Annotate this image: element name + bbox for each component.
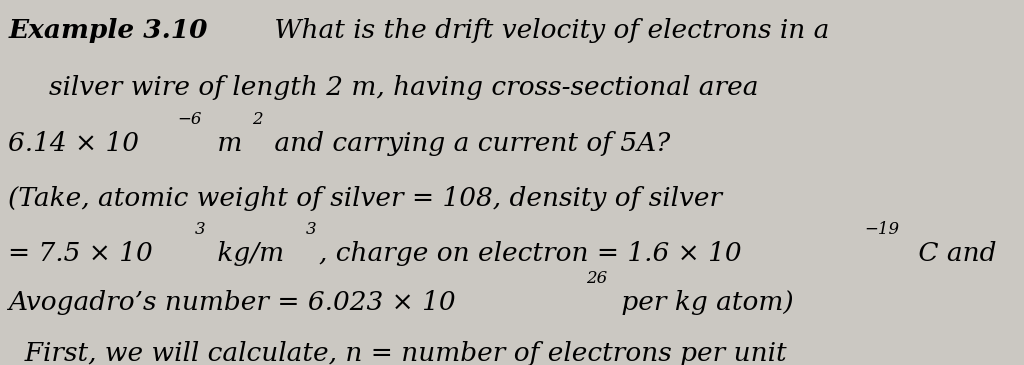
Text: , charge on electron = 1.6 × 10: , charge on electron = 1.6 × 10 <box>319 241 742 266</box>
Text: 3: 3 <box>305 220 316 238</box>
Text: −19: −19 <box>864 220 900 238</box>
Text: Example 3.10: Example 3.10 <box>8 18 208 43</box>
Text: = 7.5 × 10: = 7.5 × 10 <box>8 241 153 266</box>
Text: First, we will calculate, n = number of electrons per unit: First, we will calculate, n = number of … <box>8 341 786 365</box>
Text: silver wire of length 2 m, having cross-sectional area: silver wire of length 2 m, having cross-… <box>49 75 759 100</box>
Text: m: m <box>209 131 243 157</box>
Text: (Take, atomic weight of silver = 108, density of silver: (Take, atomic weight of silver = 108, de… <box>8 186 722 211</box>
Text: kg/m: kg/m <box>209 241 284 266</box>
Text: and carrying a current of 5A?: and carrying a current of 5A? <box>265 131 670 157</box>
Text: 26: 26 <box>586 270 607 287</box>
Text: What is the drift velocity of electrons in a: What is the drift velocity of electrons … <box>265 18 829 43</box>
Text: −6: −6 <box>177 111 202 128</box>
Text: per kg atom): per kg atom) <box>613 290 794 315</box>
Text: C and: C and <box>910 241 996 266</box>
Text: 2: 2 <box>252 111 262 128</box>
Text: 3: 3 <box>195 220 206 238</box>
Text: Avogadro’s number = 6.023 × 10: Avogadro’s number = 6.023 × 10 <box>8 290 456 315</box>
Text: 6.14 × 10: 6.14 × 10 <box>8 131 139 157</box>
